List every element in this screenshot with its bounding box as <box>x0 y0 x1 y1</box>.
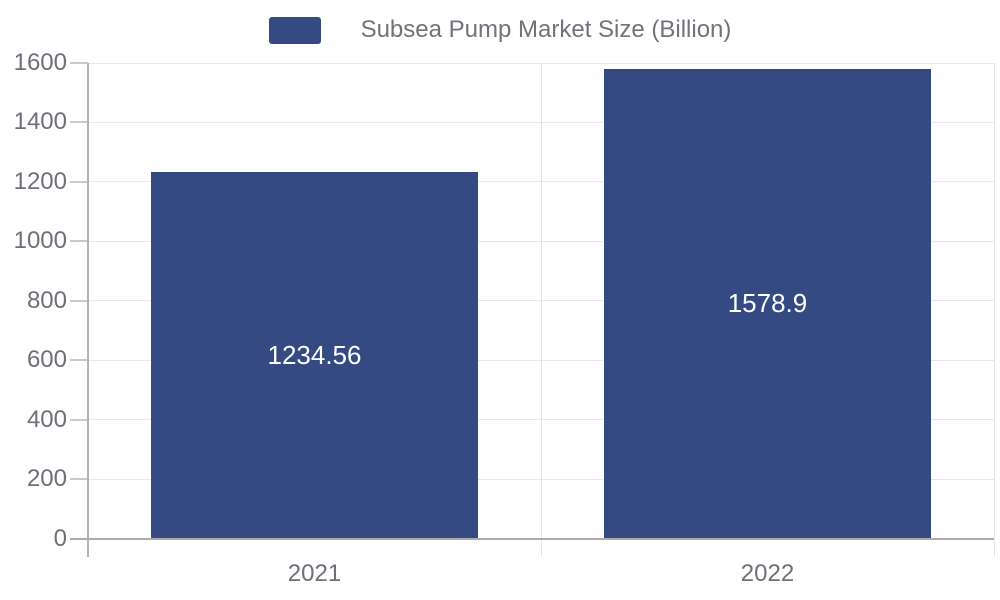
y-axis-tick <box>70 478 88 481</box>
x-gridline <box>993 63 995 557</box>
bar[interactable]: 1578.9 <box>603 69 932 539</box>
legend-label: Subsea Pump Market Size (Billion) <box>360 16 732 43</box>
y-axis-line <box>87 63 89 557</box>
y-axis-label: 400 <box>26 405 67 433</box>
y-axis-tick <box>70 121 88 124</box>
y-axis-label: 800 <box>26 286 67 314</box>
y-axis-tick <box>70 418 88 421</box>
y-axis-label: 600 <box>26 346 67 374</box>
x-gridline <box>540 63 542 557</box>
x-axis-label: 2022 <box>740 560 795 587</box>
bar[interactable]: 1234.56 <box>150 171 479 539</box>
y-axis-label: 0 <box>53 524 67 552</box>
x-axis-line <box>70 537 994 540</box>
y-axis-label: 1600 <box>13 49 67 76</box>
legend-swatch-icon <box>268 16 321 44</box>
y-axis-tick <box>70 299 88 302</box>
bar-value-label: 1234.56 <box>267 339 362 370</box>
y-axis-label: 200 <box>26 465 67 493</box>
y-axis-tick <box>70 62 88 64</box>
bar-value-label: 1578.9 <box>727 288 808 319</box>
y-axis-tick <box>70 180 88 183</box>
y-axis-label: 1400 <box>13 108 67 136</box>
y-axis-tick <box>70 359 88 362</box>
legend[interactable]: Subsea Pump Market Size (Billion) <box>0 16 1000 44</box>
y-axis-label: 1000 <box>13 227 67 255</box>
x-axis-label: 2021 <box>287 560 342 587</box>
y-axis-label: 1200 <box>13 167 67 195</box>
y-axis-tick <box>70 240 88 243</box>
